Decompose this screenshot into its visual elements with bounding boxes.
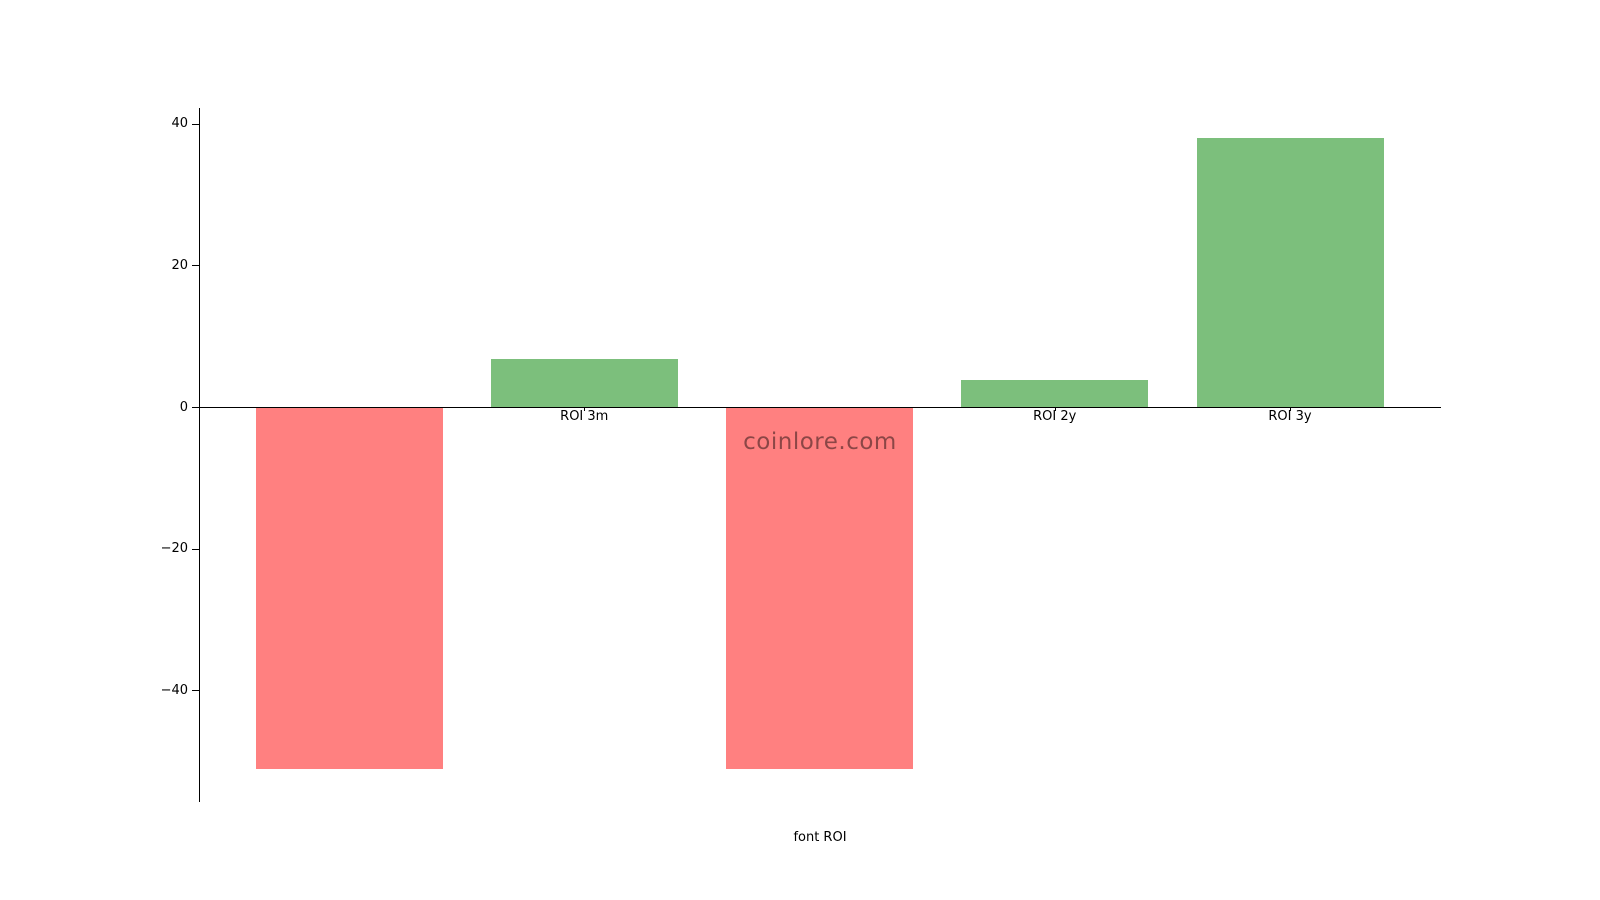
bar (255, 407, 443, 769)
y-tick-mark (192, 690, 199, 692)
y-tick-mark (192, 265, 199, 267)
x-tick-mark (1054, 407, 1056, 411)
bar (490, 358, 678, 408)
y-axis-spine (199, 108, 200, 802)
y-tick-label: 0 (179, 399, 188, 415)
y-tick-label: 40 (171, 116, 188, 132)
x-tick-mark (584, 407, 586, 411)
x-tick-label: ROI 3m (560, 409, 609, 424)
x-axis-title: font ROI (793, 830, 847, 845)
bar (1196, 138, 1384, 408)
y-tick-label: −20 (160, 541, 188, 557)
watermark: coinlore.com (743, 429, 897, 455)
y-tick-mark (192, 123, 199, 125)
bar (961, 379, 1149, 408)
x-tick-mark (1290, 407, 1291, 411)
y-tick-label: −40 (160, 682, 188, 698)
x-tick-label: ROI 2y (1033, 409, 1077, 424)
bar (726, 407, 913, 769)
y-tick-mark (192, 407, 199, 408)
y-tick-label: 20 (171, 257, 188, 273)
x-tick-label: ROI 3y (1268, 409, 1312, 424)
y-tick-mark (192, 548, 199, 550)
x-axis-zero-line (199, 407, 1441, 408)
